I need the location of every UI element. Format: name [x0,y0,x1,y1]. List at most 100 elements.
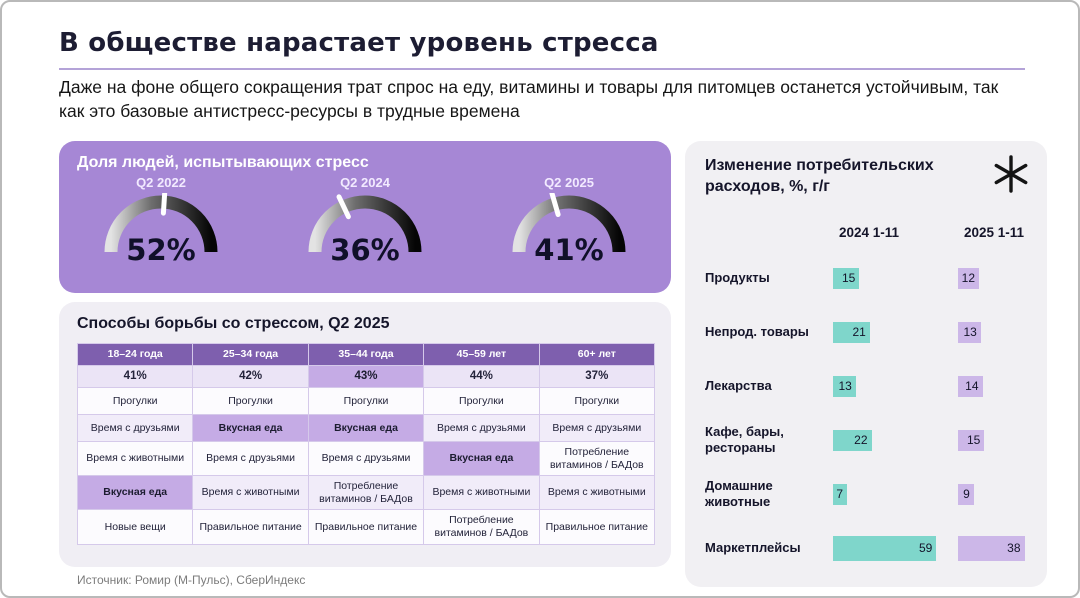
coping-cell: Время с животными [193,476,309,511]
page-subtitle: Даже на фоне общего сокращения трат спро… [59,77,999,121]
bar-2025: 9 [958,483,974,505]
bar-value-2024: 13 [838,379,852,393]
coping-percent-cell: 44% [424,366,540,388]
coping-cell: Прогулки [539,388,655,415]
spending-cell-2025: 38 [958,535,1025,561]
coping-cell: Время с животными [78,442,194,477]
bar-value-2024: 22 [854,433,868,447]
coping-cell: Правильное питание [308,510,425,545]
spending-cell-2025: 15 [958,429,985,451]
spending-cell-2024: 7 [833,483,958,505]
gauge-needle [549,190,561,217]
bar-2025: 14 [958,375,983,397]
coping-column-header: 45–59 лет [424,344,540,366]
coping-panel: Способы борьбы со стрессом, Q2 2025 18–2… [59,302,671,567]
coping-cell: Время с животными [424,476,540,511]
coping-column-header: 60+ лет [539,344,655,366]
spending-row: Домашние животные 7 9 [705,467,1033,521]
spending-row: Кафе, бары, рестораны 22 15 [705,413,1033,467]
bar-value-2025: 15 [966,433,981,447]
coping-cell: Новые вещи [78,510,194,545]
spending-cell-2024: 21 [833,321,958,343]
gauge-period-label: Q2 2025 [544,175,594,190]
spending-row: Непрод. товары 21 13 [705,305,1033,359]
spending-cell-2024: 22 [833,429,958,451]
coping-cell: Прогулки [424,388,540,415]
spending-rows: Продукты 15 12 Непрод. товары 21 13 Лекарства 1… [705,251,1033,575]
coping-cell: Время с животными [539,476,655,511]
coping-cell: Вкусная еда [193,415,309,442]
spending-row: Продукты 15 12 [705,251,1033,305]
spending-panel-title: Изменение потребительских расходов, %, г… [705,157,934,195]
coping-percent-cell: 42% [193,366,309,388]
coping-cell: Прогулки [78,388,194,415]
bar-value-2025: 12 [961,271,975,285]
page-title: В обществе нарастает уровень стресса [59,28,659,58]
coping-table: 18–24 года 25–34 года 35–44 года 45–59 лет 6… [77,343,655,545]
bar-value-2025: 13 [963,325,977,339]
spending-cell-2025: 13 [958,321,981,343]
coping-cell: Вкусная еда [78,476,194,511]
coping-cell: Время с друзьями [308,442,425,477]
bar-2024: 59 [833,535,937,561]
coping-cell: Вкусная еда [308,415,425,442]
coping-column-header: 18–24 года [78,344,194,366]
spending-category-label: Непрод. товары [705,323,809,339]
asterisk-icon [994,155,1028,193]
gauge: 52% [96,188,226,267]
coping-cell: Время с друзьями [539,415,655,442]
gauge: 41% [504,190,634,267]
bar-value-2025: 38 [1007,541,1021,555]
stress-panel: Доля людей, испытывающих стресс Q2 2022 5… [59,141,671,293]
spending-category-label: Домашние животные [705,477,773,509]
gauges: Q2 2022 52% Q2 2024 36% Q2 2025 41% [59,175,671,267]
spending-category-label: Кафе, бары, рестораны [705,423,784,455]
spending-panel: Изменение потребительских расходов, %, г… [685,141,1047,587]
gauge-value: 52% [126,233,196,267]
gauge-arc [512,190,626,253]
coping-percent-cell: 41% [78,366,194,388]
coping-cell: Потребление витаминов / БАДов [308,476,425,511]
coping-cell: Вкусная еда [424,442,540,477]
coping-cell: Правильное питание [539,510,655,545]
bar-2025: 12 [958,267,979,289]
stress-gauge: Q2 2024 36% [275,175,455,267]
bar-2025: 15 [958,429,985,451]
gauge-value: 41% [534,233,604,267]
source-note: Источник: Ромир (М-Пульс), СберИндекс [77,573,306,587]
bar-value-2025: 14 [965,379,979,393]
gauge-needle [336,194,351,220]
coping-percent-cell: 37% [539,366,655,388]
bar-2024: 7 [833,483,847,505]
spending-cell-2025: 12 [958,267,979,289]
coping-column-header: 35–44 года [308,344,425,366]
bar-2024: 13 [833,375,856,397]
spending-row: Маркетплейсы 59 38 [705,521,1033,575]
bar-2024: 21 [833,321,870,343]
stress-gauge: Q2 2022 52% [71,175,251,267]
coping-cell: Прогулки [193,388,309,415]
coping-cell: Потребление витаминов / БАДов [424,510,540,545]
coping-panel-title: Способы борьбы со стрессом, Q2 2025 [77,315,390,332]
bar-2024: 22 [833,429,872,451]
coping-cell: Правильное питание [193,510,309,545]
coping-cell: Время с друзьями [424,415,540,442]
bar-2024: 15 [833,267,860,289]
bar-2025: 13 [958,321,981,343]
column-header-2024: 2024 1-11 [839,225,900,240]
coping-cell: Время с друзьями [193,442,309,477]
spending-category-label: Продукты [705,269,770,285]
gauge-value: 36% [330,233,400,267]
spending-cell-2024: 59 [833,535,958,561]
gauge-needle [160,188,168,216]
bar-value-2024: 15 [841,271,856,285]
gauge-arc [104,188,218,253]
spending-cell-2024: 15 [833,267,958,289]
spending-row: Лекарства 13 14 [705,359,1033,413]
gauge-arc [308,194,422,253]
coping-percent-cell: 43% [308,366,425,388]
spending-cell-2024: 13 [833,375,958,397]
coping-cell: Прогулки [308,388,425,415]
spending-category-label: Лекарства [705,377,772,393]
